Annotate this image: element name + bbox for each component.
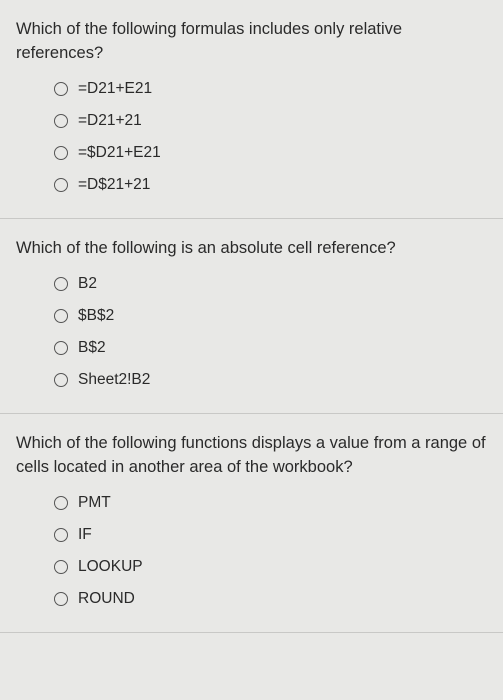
radio-icon[interactable] xyxy=(54,146,68,160)
question-prompt: Which of the following is an absolute ce… xyxy=(16,237,487,261)
option-label: =D21+E21 xyxy=(78,80,152,98)
radio-icon[interactable] xyxy=(54,373,68,387)
option-row[interactable]: ROUND xyxy=(54,590,487,608)
radio-icon[interactable] xyxy=(54,560,68,574)
options-group: PMT IF LOOKUP ROUND xyxy=(16,494,487,608)
option-row[interactable]: =$D21+E21 xyxy=(54,144,487,162)
option-label: B$2 xyxy=(78,339,106,357)
options-group: B2 $B$2 B$2 Sheet2!B2 xyxy=(16,275,487,389)
question-prompt: Which of the following functions display… xyxy=(16,432,487,480)
option-label: LOOKUP xyxy=(78,558,143,576)
radio-icon[interactable] xyxy=(54,309,68,323)
option-row[interactable]: PMT xyxy=(54,494,487,512)
option-row[interactable]: =D21+E21 xyxy=(54,80,487,98)
radio-icon[interactable] xyxy=(54,341,68,355)
radio-icon[interactable] xyxy=(54,277,68,291)
option-label: IF xyxy=(78,526,92,544)
option-row[interactable]: LOOKUP xyxy=(54,558,487,576)
option-label: PMT xyxy=(78,494,111,512)
option-row[interactable]: =D21+21 xyxy=(54,112,487,130)
option-label: Sheet2!B2 xyxy=(78,371,150,389)
radio-icon[interactable] xyxy=(54,528,68,542)
option-row[interactable]: B$2 xyxy=(54,339,487,357)
question-1: Which of the following formulas includes… xyxy=(0,0,503,219)
option-label: B2 xyxy=(78,275,97,293)
option-label: =$D21+E21 xyxy=(78,144,161,162)
radio-icon[interactable] xyxy=(54,82,68,96)
question-prompt: Which of the following formulas includes… xyxy=(16,18,487,66)
option-label: ROUND xyxy=(78,590,135,608)
question-3: Which of the following functions display… xyxy=(0,414,503,633)
option-label: =D$21+21 xyxy=(78,176,150,194)
option-row[interactable]: =D$21+21 xyxy=(54,176,487,194)
radio-icon[interactable] xyxy=(54,178,68,192)
radio-icon[interactable] xyxy=(54,592,68,606)
option-label: =D21+21 xyxy=(78,112,142,130)
option-row[interactable]: IF xyxy=(54,526,487,544)
radio-icon[interactable] xyxy=(54,114,68,128)
option-row[interactable]: $B$2 xyxy=(54,307,487,325)
option-row[interactable]: Sheet2!B2 xyxy=(54,371,487,389)
question-2: Which of the following is an absolute ce… xyxy=(0,219,503,414)
radio-icon[interactable] xyxy=(54,496,68,510)
option-row[interactable]: B2 xyxy=(54,275,487,293)
options-group: =D21+E21 =D21+21 =$D21+E21 =D$21+21 xyxy=(16,80,487,194)
option-label: $B$2 xyxy=(78,307,114,325)
